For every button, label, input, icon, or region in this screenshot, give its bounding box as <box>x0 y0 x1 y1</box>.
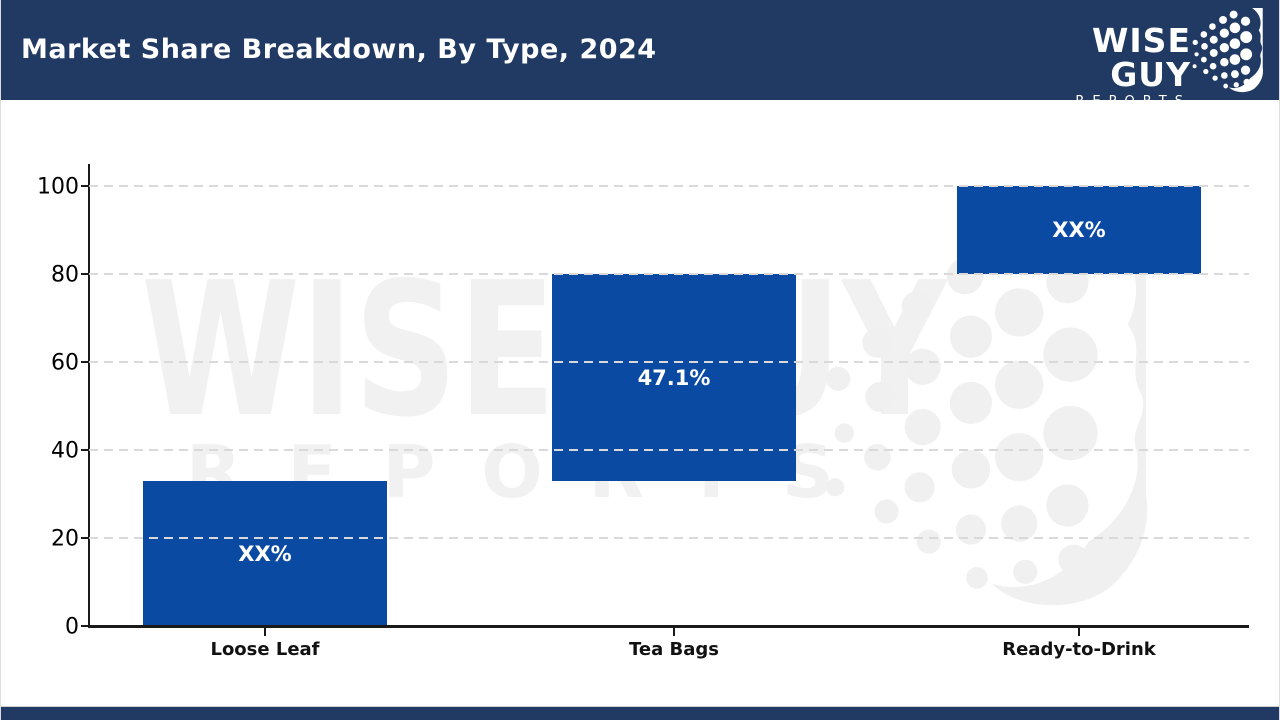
y-tick-mark <box>81 625 88 627</box>
bar-value-label: XX% <box>238 541 292 566</box>
bar-value-label: 47.1% <box>637 365 711 390</box>
x-category-label: Loose Leaf <box>210 639 320 660</box>
y-tick-label: 20 <box>51 526 79 552</box>
y-tick-label: 80 <box>51 262 79 288</box>
x-category-label: Tea Bags <box>629 639 719 660</box>
wiseguy-logo-text: WISE GUY REPORTS <box>1019 24 1191 110</box>
gridline <box>89 449 1249 451</box>
x-category-label: Ready-to-Drink <box>1002 639 1156 660</box>
bar <box>143 481 387 626</box>
y-tick-label: 40 <box>51 438 79 464</box>
y-tick-label: 60 <box>51 350 79 376</box>
x-tick-mark <box>1078 628 1080 636</box>
footer-bar <box>1 706 1279 720</box>
y-tick-mark <box>81 449 88 451</box>
gridline <box>89 273 1249 275</box>
page-title: Market Share Breakdown, By Type, 2024 <box>21 34 657 65</box>
bar <box>957 186 1201 274</box>
logo-reports-label: REPORTS <box>1075 94 1191 109</box>
header-bar: Market Share Breakdown, By Type, 2024 WI… <box>1 0 1279 109</box>
y-tick-label: 100 <box>37 174 79 200</box>
gridline <box>89 185 1249 187</box>
y-tick-label: 0 <box>65 614 79 640</box>
wiseguy-face-watermark-icon <box>793 222 1173 614</box>
y-tick-mark <box>81 361 88 363</box>
y-tick-mark <box>81 185 88 187</box>
bar-value-label: XX% <box>1052 218 1106 242</box>
bar <box>552 274 796 482</box>
wiseguy-logo: WISE GUY REPORTS <box>1019 6 1269 109</box>
x-tick-mark <box>673 628 675 636</box>
y-axis-line <box>88 164 90 627</box>
wiseguy-face-icon <box>1185 8 1269 94</box>
watermark-wordmark-text: WISE GUY <box>141 242 947 458</box>
x-tick-mark <box>264 628 266 636</box>
y-tick-mark <box>81 537 88 539</box>
y-tick-mark <box>81 273 88 275</box>
x-axis-line <box>88 625 1249 628</box>
gridline <box>89 361 1249 363</box>
logo-wordmark: WISE GUY <box>1092 21 1191 94</box>
gridline <box>89 537 1249 539</box>
